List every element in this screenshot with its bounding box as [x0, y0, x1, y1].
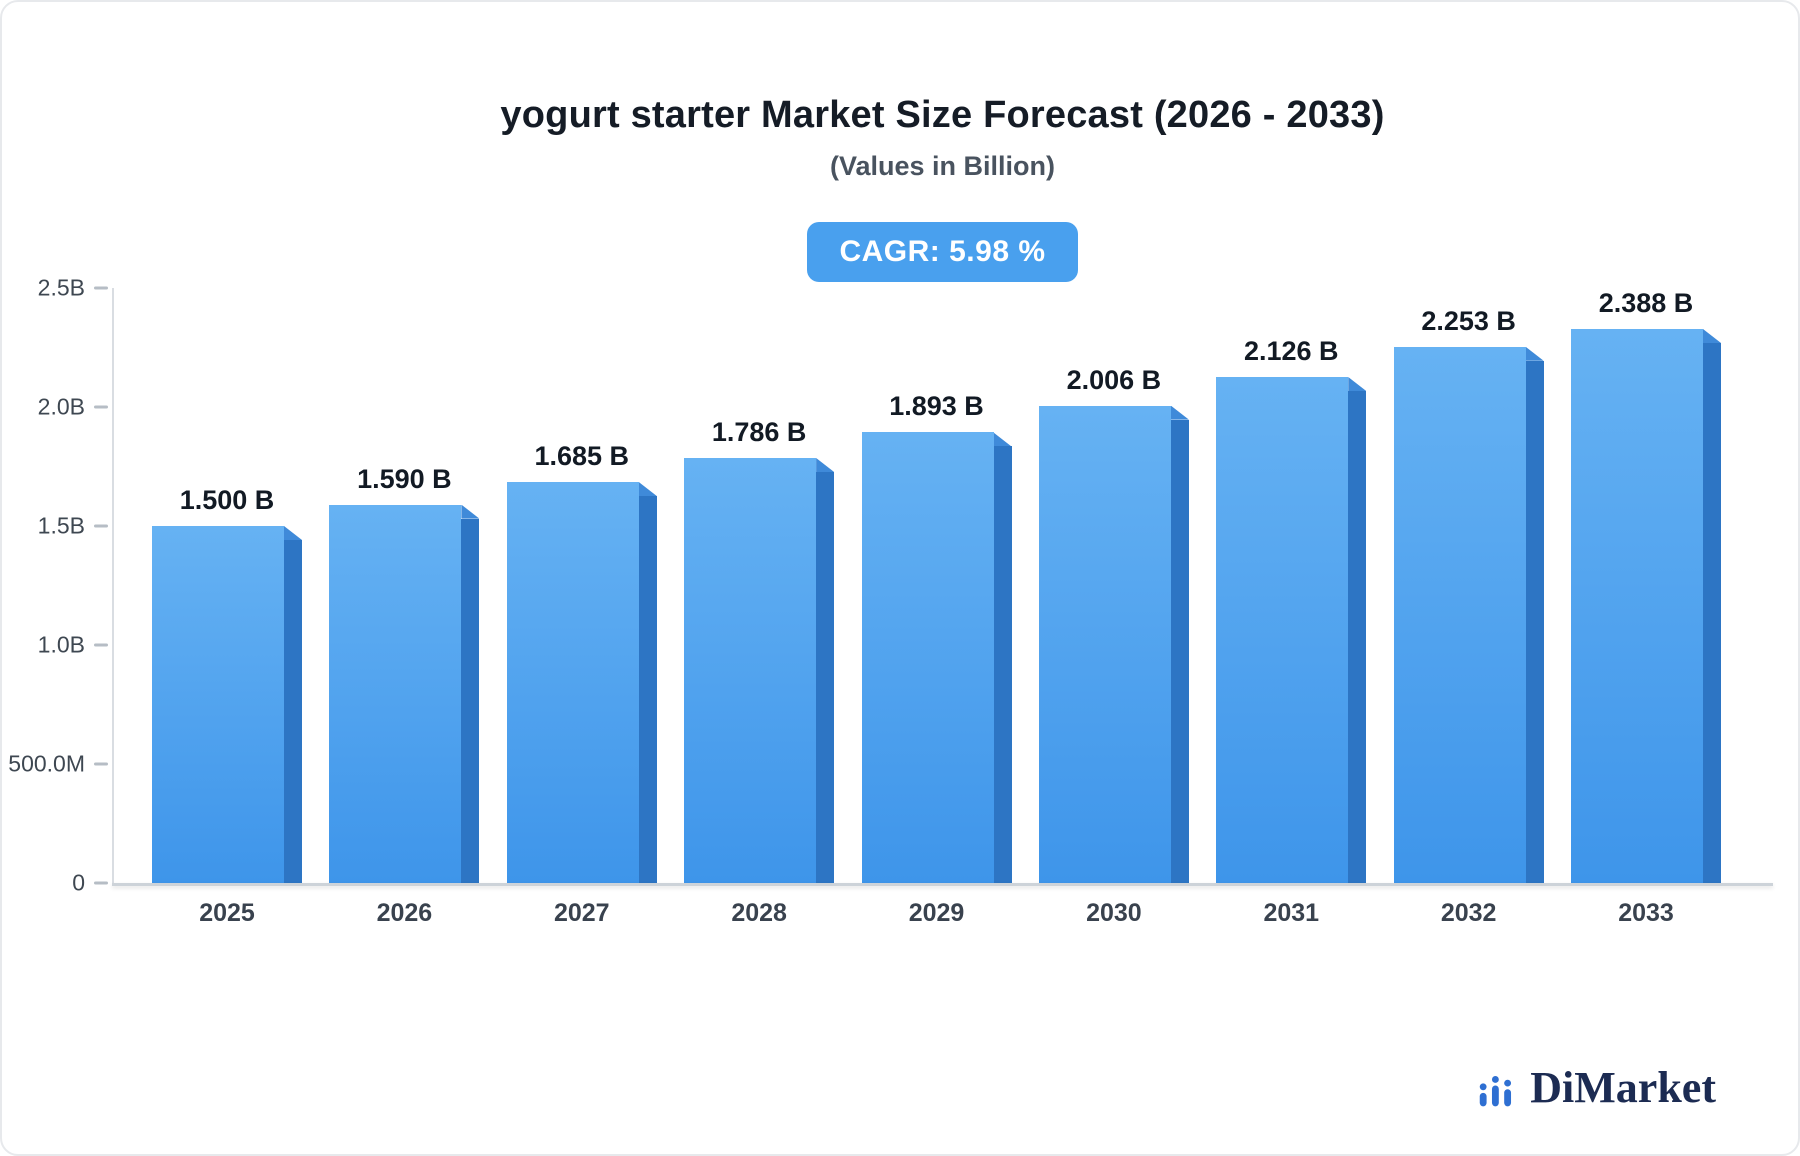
- bar-bevel: [1348, 377, 1367, 392]
- bar-bevel: [461, 504, 480, 519]
- bar-value-label: 1.786 B: [711, 416, 807, 447]
- bar-value-label: 2.126 B: [1243, 336, 1339, 367]
- y-axis-labels: 2.5B 2.0B 1.5B 1.0B 500.0M 0: [2, 275, 112, 896]
- x-axis-label: 2033: [1618, 899, 1674, 927]
- bar-group: 1.500 B: [152, 288, 302, 883]
- bar-side: [1703, 343, 1721, 883]
- bar-group: 2.253 B: [1393, 288, 1544, 883]
- y-tick-label: 2.5B: [37, 274, 85, 301]
- bar-bevel: [816, 457, 835, 472]
- bar-front: [152, 526, 284, 883]
- y-tick-label: 2.0B: [37, 393, 85, 420]
- y-tick-label: 1.5B: [37, 512, 85, 539]
- brand-name: DiMarket: [1530, 1063, 1716, 1112]
- y-tick: 1.0B: [38, 632, 108, 659]
- bar-value-label: 1.590 B: [357, 463, 452, 494]
- x-axis-label: 2027: [553, 899, 610, 927]
- plot-area: 1.500 B 1.590 B 1.685 B 1.786 B 1.893 B 2.006…: [112, 288, 1773, 886]
- chart-area: 2.5B 2.0B 1.5B 1.0B 500.0M 0 1.500 B 1.590 B 1.…: [2, 275, 1773, 896]
- bar-front: [1038, 405, 1171, 883]
- bar-bevel: [1703, 329, 1721, 343]
- bar-group: 1.590 B: [329, 288, 480, 883]
- bar-group: 1.786 B: [684, 288, 835, 883]
- x-axis-label: 2031: [1263, 899, 1320, 927]
- y-tick: 2.5B: [38, 275, 108, 302]
- x-axis-line: [112, 883, 1773, 886]
- chart-header: yogurt starter Market Size Forecast (202…: [112, 94, 1773, 182]
- bar-front: [1393, 346, 1526, 883]
- bars: 1.500 B 1.590 B 1.685 B 1.786 B 1.893 B 2.006…: [114, 288, 1773, 883]
- bar-side: [993, 446, 1012, 883]
- y-tick: 0: [72, 870, 108, 897]
- bar-bevel: [284, 526, 302, 540]
- bar-value-label: 2.253 B: [1421, 305, 1516, 336]
- x-axis-label: 2028: [731, 899, 787, 927]
- bar-group: 2.388 B: [1571, 288, 1721, 883]
- dimarket-logo-icon: [1480, 1076, 1512, 1107]
- bar-value-label: 1.500 B: [179, 485, 275, 515]
- bar: [152, 526, 302, 883]
- bar-front: [1216, 377, 1349, 883]
- bar-front: [1571, 329, 1703, 883]
- bar-side: [461, 518, 480, 883]
- bar-side: [1170, 419, 1189, 883]
- chart-subtitle: (Values in Billion): [829, 151, 1056, 181]
- bar-bevel: [1525, 346, 1544, 361]
- cagr-badge: CAGR: 5.98 %: [807, 222, 1078, 282]
- y-tick-mark: [94, 286, 108, 290]
- bar-front: [506, 481, 639, 883]
- y-tick-mark: [94, 762, 108, 766]
- chart-title: yogurt starter Market Size Forecast (202…: [500, 94, 1385, 136]
- bar: [684, 457, 835, 883]
- y-tick-mark: [94, 643, 108, 647]
- bar: [1571, 329, 1721, 883]
- bar-front: [329, 504, 462, 883]
- bar-group: 2.126 B: [1216, 288, 1367, 883]
- bar-value-label: 2.006 B: [1066, 364, 1162, 395]
- y-tick-label: 500.0M: [8, 750, 85, 777]
- y-tick-label: 1.0B: [37, 631, 85, 658]
- bar-side: [1525, 360, 1544, 883]
- bar-side: [816, 471, 835, 883]
- bar: [861, 432, 1012, 883]
- bar: [1038, 405, 1189, 883]
- bar: [506, 481, 657, 883]
- bar-bevel: [1170, 405, 1189, 420]
- y-tick-mark: [94, 881, 108, 885]
- bar: [329, 504, 480, 883]
- y-tick: 1.5B: [38, 513, 108, 540]
- bar-value-label: 2.388 B: [1598, 288, 1694, 318]
- bar: [1216, 377, 1367, 883]
- x-axis-label: 2030: [1086, 899, 1142, 927]
- bar-side: [1348, 391, 1367, 883]
- x-axis-label: 2025: [199, 899, 255, 927]
- y-tick: 2.0B: [38, 394, 108, 421]
- x-axis-label: 2029: [908, 899, 965, 927]
- bar-group: 2.006 B: [1038, 288, 1189, 883]
- x-axis-label: 2026: [376, 899, 433, 927]
- bar-side: [638, 495, 657, 883]
- bar-bevel: [638, 481, 657, 496]
- bar-side: [284, 540, 302, 883]
- y-tick-mark: [94, 405, 108, 409]
- bar: [1393, 346, 1544, 883]
- bar-value-label: 1.893 B: [889, 391, 984, 422]
- bar-value-label: 1.685 B: [534, 440, 630, 471]
- bar-bevel: [993, 432, 1012, 447]
- x-axis-labels: 2025 2026 2027 2028 2029 2030 2031 2032 2033: [114, 899, 1773, 928]
- y-tick: 500.0M: [8, 751, 108, 778]
- bar-group: 1.685 B: [506, 288, 657, 883]
- x-axis-label: 2032: [1440, 899, 1497, 927]
- bar-front: [861, 432, 994, 883]
- y-tick-label: 0: [72, 869, 85, 896]
- y-tick-mark: [94, 524, 108, 528]
- badge-row: CAGR: 5.98 %: [112, 222, 1773, 282]
- bar-group: 1.893 B: [861, 288, 1012, 883]
- brand-logo: DiMarket: [1474, 1066, 1716, 1110]
- bar-front: [684, 457, 817, 883]
